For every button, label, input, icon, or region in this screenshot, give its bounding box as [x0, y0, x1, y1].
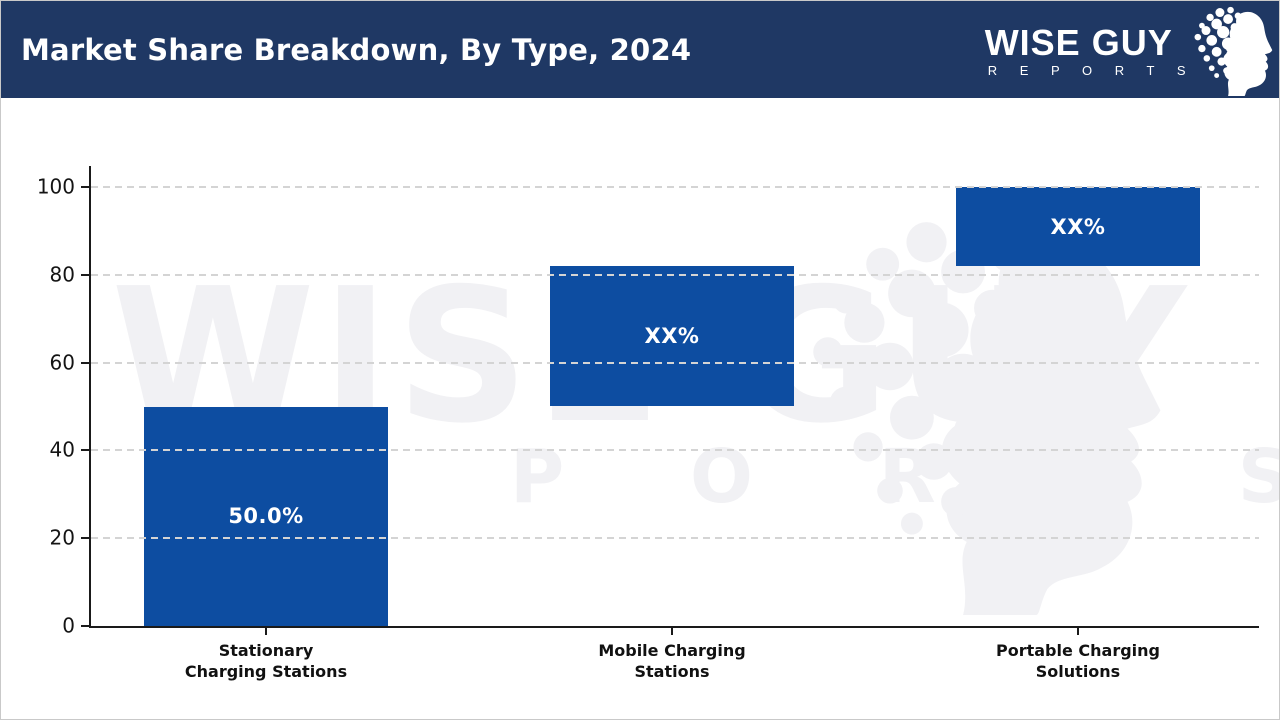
category-label: Mobile Charging Stations [598, 641, 746, 681]
gridline-y80 [91, 273, 1259, 276]
y-tick-mark-60 [81, 361, 89, 364]
gridline-y20 [91, 537, 1259, 540]
y-tick-mark-40 [81, 449, 89, 452]
gridline-y60 [91, 361, 1259, 364]
plot-area: 50.0% XX% XX% [89, 166, 1259, 628]
bar-value-label: XX% [644, 324, 700, 349]
bar-segment: XX% [550, 266, 794, 407]
x-tick-mark-1 [671, 628, 673, 635]
y-tick-label-20: 20 [49, 525, 75, 550]
gridline-y100 [91, 186, 1259, 188]
logo-wordmark: WISE GUY [984, 22, 1173, 63]
chart-title: Market Share Breakdown, By Type, 2024 [21, 32, 692, 67]
bar-value-label: 50.0% [228, 504, 304, 529]
y-tick-mark-100 [81, 186, 89, 188]
bar-value-label: XX% [1050, 214, 1106, 239]
header-banner: Market Share Breakdown, By Type, 2024 WI… [1, 1, 1279, 98]
dotted-head-profile-icon [1191, 6, 1275, 96]
y-tick-mark-80 [81, 273, 89, 276]
category-label: Stationary Charging Stations [184, 641, 348, 681]
y-tick-label-80: 80 [49, 262, 75, 287]
y-tick-mark-0 [81, 625, 89, 627]
gridline-y40 [91, 449, 1259, 452]
y-tick-label-60: 60 [49, 350, 75, 375]
y-tick-label-0: 0 [62, 613, 75, 638]
category-label: Portable Charging Solutions [995, 641, 1161, 681]
x-tick-mark-0 [265, 628, 267, 635]
logo-text-block: WISE GUY R E P O R T S [984, 22, 1195, 79]
y-tick-mark-20 [81, 537, 89, 540]
y-tick-label-40: 40 [49, 437, 75, 462]
bar-segment: XX% [956, 187, 1200, 267]
logo-reports-label: R E P O R T S [987, 63, 1195, 78]
bar-segment: 50.0% [144, 406, 388, 626]
wiseguy-logo: WISE GUY R E P O R T S [985, 5, 1275, 97]
x-tick-mark-2 [1077, 628, 1079, 635]
y-tick-label-100: 100 [36, 174, 75, 199]
